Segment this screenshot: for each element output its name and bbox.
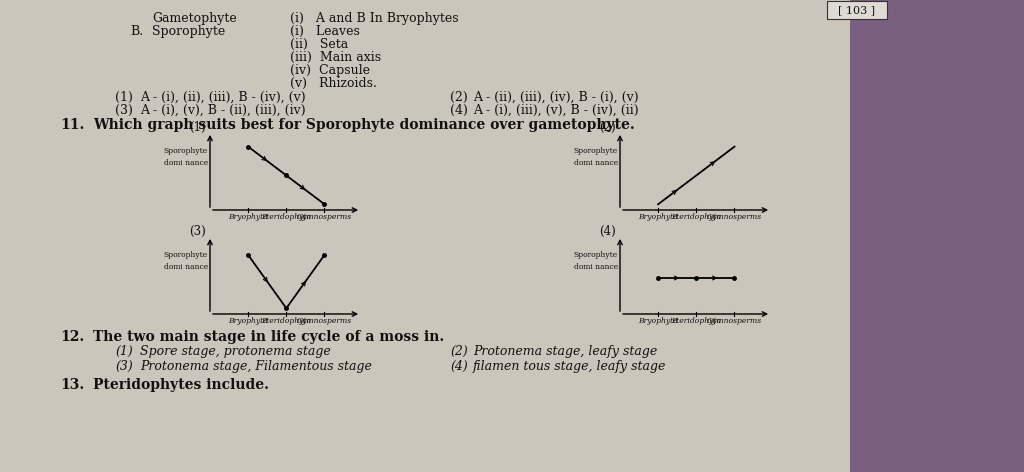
Text: Protonema stage, leafy stage: Protonema stage, leafy stage [473,345,657,358]
Text: domi nance: domi nance [573,159,618,167]
Text: Bryophyta: Bryophyta [638,213,678,221]
Text: 12.: 12. [60,330,84,344]
Text: Gametophyte: Gametophyte [152,12,237,25]
Text: The two main stage in life cycle of a moss in.: The two main stage in life cycle of a mo… [93,330,444,344]
Text: A - (i), (iii), (v), B - (iv), (ii): A - (i), (iii), (v), B - (iv), (ii) [473,104,639,117]
Text: 11.: 11. [60,118,84,132]
Text: (1): (1) [115,345,133,358]
Text: (v)   Rhizoids.: (v) Rhizoids. [290,77,377,90]
Text: 13.: 13. [60,378,84,392]
Text: (ii)   Seta: (ii) Seta [290,38,348,51]
Text: Bryophyta: Bryophyta [638,317,678,325]
Text: (3): (3) [115,360,133,373]
Text: Sporophyte: Sporophyte [164,251,208,259]
Text: Spore stage, protonema stage: Spore stage, protonema stage [140,345,331,358]
Text: [ 103 ]: [ 103 ] [839,5,876,15]
Text: (iv)  Capsule: (iv) Capsule [290,64,370,77]
Text: filamen tous stage, leafy stage: filamen tous stage, leafy stage [473,360,667,373]
Bar [0,0,850,472]
Text: Which graph suits best for Sporophyte dominance over gametophyte.: Which graph suits best for Sporophyte do… [93,118,635,132]
Text: (iii)  Main axis: (iii) Main axis [290,51,381,64]
Text: Gymnosperms: Gymnosperms [297,317,352,325]
FancyBboxPatch shape [827,1,887,19]
Text: (i)   A and B In Bryophytes: (i) A and B In Bryophytes [290,12,459,25]
Text: Sporophyte: Sporophyte [152,25,225,38]
Text: (4): (4) [450,360,468,373]
Text: Gymnosperms: Gymnosperms [707,317,762,325]
Text: Pteridophyta: Pteridophyta [261,213,311,221]
Text: (4): (4) [450,104,468,117]
Text: (3): (3) [189,225,206,238]
Text: domi nance: domi nance [164,159,208,167]
Text: Sporophyte: Sporophyte [573,251,618,259]
Text: Sporophyte: Sporophyte [573,147,618,155]
Text: Pteridophyta: Pteridophyta [672,213,721,221]
Text: Protonema stage, Filamentous stage: Protonema stage, Filamentous stage [140,360,372,373]
Text: Gymnosperms: Gymnosperms [297,213,352,221]
Text: (3): (3) [115,104,133,117]
Text: (2): (2) [450,91,468,104]
Text: (2): (2) [450,345,468,358]
Text: Gymnosperms: Gymnosperms [707,213,762,221]
Text: (4): (4) [599,225,616,238]
Text: Bryophyta: Bryophyta [228,213,268,221]
Text: Pteridophytes include.: Pteridophytes include. [93,378,269,392]
Text: A - (i), (ii), (iii), B - (iv), (v): A - (i), (ii), (iii), B - (iv), (v) [140,91,305,104]
Text: (i)   Leaves: (i) Leaves [290,25,359,38]
Text: (1): (1) [189,121,206,134]
Text: (2): (2) [599,121,616,134]
Text: domi nance: domi nance [573,263,618,271]
Text: Sporophyte: Sporophyte [164,147,208,155]
Text: (1): (1) [115,91,133,104]
Text: Pteridophyta: Pteridophyta [672,317,721,325]
Text: A - (ii), (iii), (iv), B - (i), (v): A - (ii), (iii), (iv), B - (i), (v) [473,91,639,104]
Text: domi nance: domi nance [164,263,208,271]
Text: Pteridophyta: Pteridophyta [261,317,311,325]
Text: A - (i), (v), B - (ii), (iii), (iv): A - (i), (v), B - (ii), (iii), (iv) [140,104,305,117]
Bar [850,0,1024,472]
Text: Bryophyta: Bryophyta [228,317,268,325]
Text: B.: B. [130,25,143,38]
